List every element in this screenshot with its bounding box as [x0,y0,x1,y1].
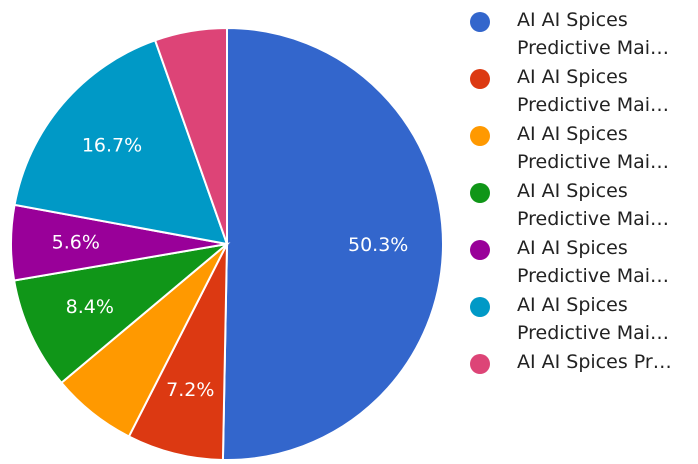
legend-swatch [470,126,490,146]
slice-label: 8.4% [66,296,114,318]
legend-swatch [470,12,490,32]
legend-label: AI AI Spices Predictive Mai… [517,180,670,230]
legend-item: AI AI Spices Pr… [468,348,696,405]
legend-item: AI AI Spices Predictive Mai… [468,6,696,63]
slice-label: 16.7% [82,134,142,156]
pie-slice [13,39,229,246]
legend-item: AI AI Spices Predictive Mai… [468,291,696,348]
pie-slice [12,242,231,385]
legend: AI AI Spices Predictive Mai… AI AI Spices… [468,6,696,405]
legend-item: AI AI Spices Predictive Mai… [468,63,696,120]
legend-swatch [470,297,490,317]
pie-slice [153,26,228,245]
legend-item: AI AI Spices Predictive Mai… [468,234,696,291]
slice-label: 7.2% [166,379,214,401]
legend-label: AI AI Spices Predictive Mai… [517,123,670,173]
legend-label: AI AI Spices Pr… [517,351,672,373]
legend-swatch [470,183,490,203]
legend-item: AI AI Spices Predictive Mai… [468,177,696,234]
pie: 50.3% 7.2% 8.4% 5.6% 16.7% [10,26,444,461]
legend-swatch [470,240,490,260]
slice-label: 5.6% [52,232,100,254]
legend-item: AI AI Spices Predictive Mai… [468,120,696,177]
legend-label: AI AI Spices Predictive Mai… [517,294,670,344]
pie-slice [221,26,444,461]
slice-label: 50.3% [348,234,408,256]
legend-label: AI AI Spices Predictive Mai… [517,237,670,287]
legend-label: AI AI Spices Predictive Mai… [517,66,670,116]
legend-swatch [470,354,490,374]
legend-swatch [470,69,490,89]
legend-label: AI AI Spices Predictive Mai… [517,9,670,59]
